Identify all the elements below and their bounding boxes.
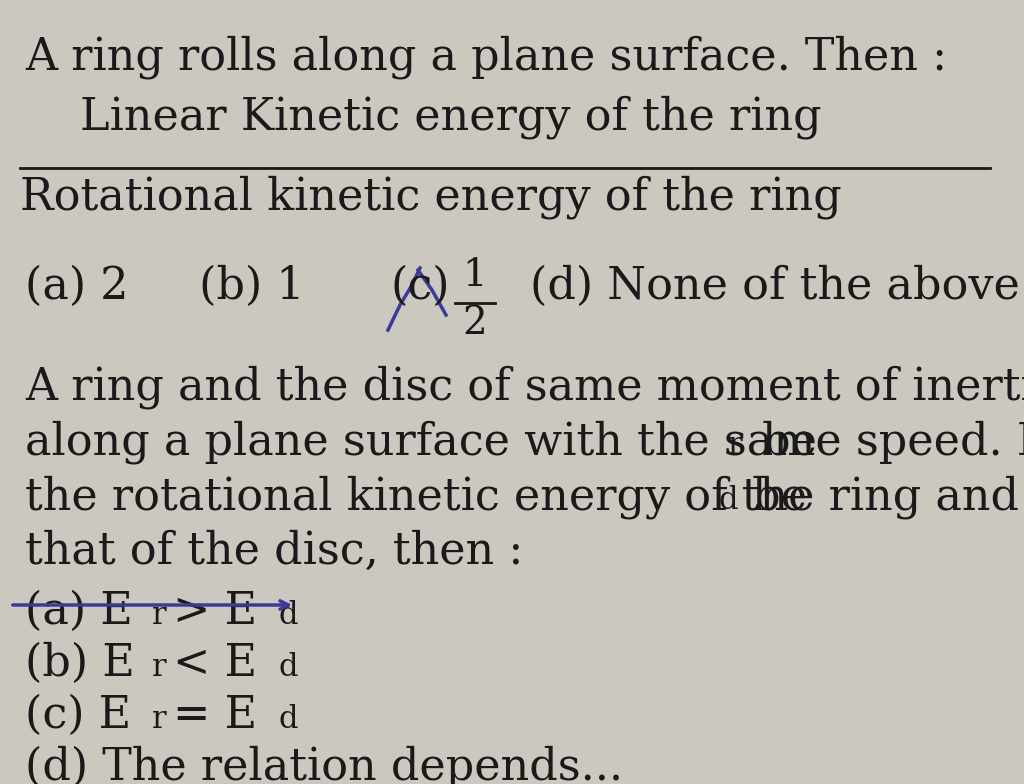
Text: d: d xyxy=(278,652,298,683)
Text: (b) E: (b) E xyxy=(25,642,135,685)
Text: r: r xyxy=(728,430,742,461)
Text: = E: = E xyxy=(173,694,257,737)
Text: be: be xyxy=(738,475,807,518)
Text: (a) 2     (b) 1: (a) 2 (b) 1 xyxy=(25,265,304,308)
Text: along a plane surface with the same speed. If E: along a plane surface with the same spee… xyxy=(25,420,1024,463)
Text: > E: > E xyxy=(173,590,257,633)
Text: d: d xyxy=(718,485,737,516)
Text: d: d xyxy=(278,704,298,735)
Text: Linear Kinetic energy of the ring: Linear Kinetic energy of the ring xyxy=(80,95,821,139)
Text: r: r xyxy=(152,704,167,735)
Text: that of the disc, then :: that of the disc, then : xyxy=(25,530,523,573)
Text: A ring rolls along a plane surface. Then :: A ring rolls along a plane surface. Then… xyxy=(25,35,947,78)
Text: 1: 1 xyxy=(463,257,487,294)
Text: (d) None of the above: (d) None of the above xyxy=(530,265,1020,308)
Text: d: d xyxy=(278,600,298,631)
Text: (a) E: (a) E xyxy=(25,590,133,633)
Text: (d) The relation depends...: (d) The relation depends... xyxy=(25,746,623,784)
Text: r: r xyxy=(152,652,167,683)
Text: be: be xyxy=(748,420,817,463)
Text: A ring and the disc of same moment of inertia toll: A ring and the disc of same moment of in… xyxy=(25,365,1024,408)
Text: r: r xyxy=(152,600,167,631)
Text: the rotational kinetic energy of the ring and E: the rotational kinetic energy of the rin… xyxy=(25,475,1024,519)
Text: (c) E: (c) E xyxy=(25,694,131,737)
Text: (c): (c) xyxy=(390,265,450,308)
Text: Rotational kinetic energy of the ring: Rotational kinetic energy of the ring xyxy=(20,175,842,219)
Text: 2: 2 xyxy=(463,305,487,342)
Text: < E: < E xyxy=(173,642,257,685)
